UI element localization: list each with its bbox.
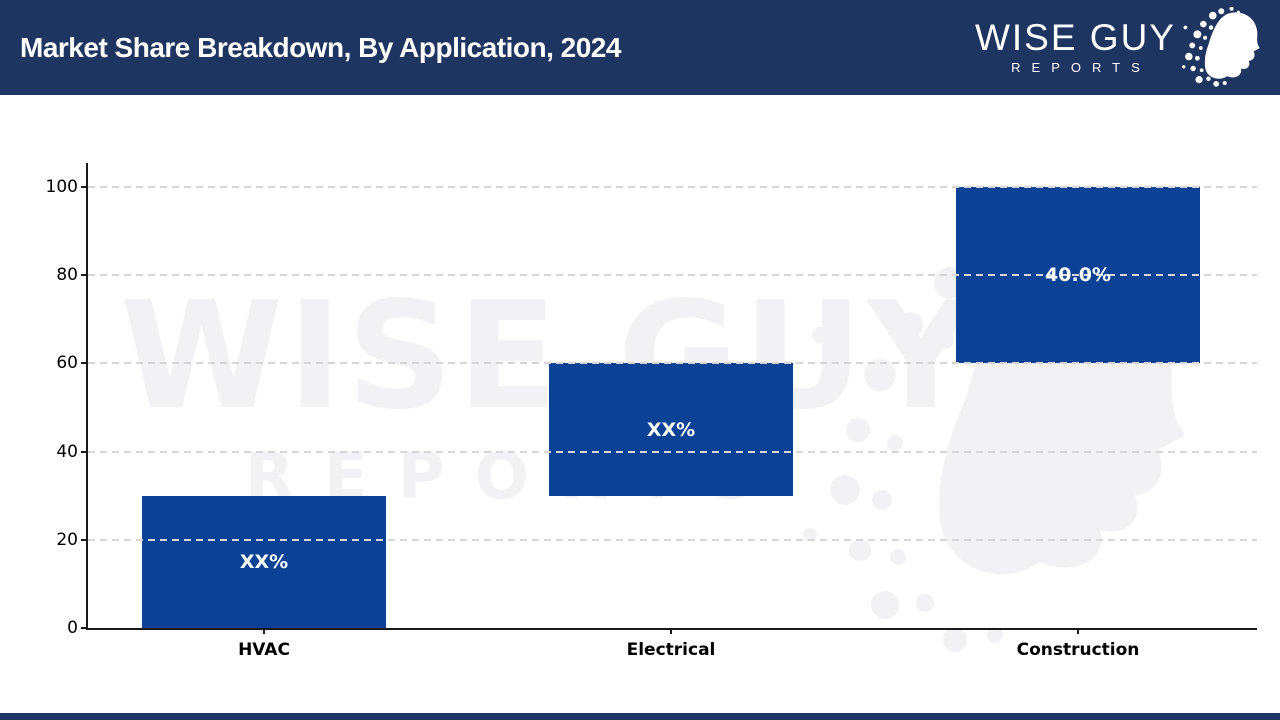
y-tick-label-40: 40 [56,441,78,462]
x-tick-label-electrical: Electrical [626,640,716,660]
gridline-20 [88,538,1257,541]
y-tick-60 [81,362,87,365]
y-tick-label-20: 20 [56,529,78,550]
chart-title: Market Share Breakdown, By Application, … [20,31,621,63]
logo-text: WISE GUY REPORTS [975,19,1176,76]
y-tick-20 [81,538,87,541]
header-banner: Market Share Breakdown, By Application, … [0,0,1280,95]
bar-chart: 0 20 40 60 80 100 XX% XX% 40.0% HVAC Electrical Con… [0,95,1280,713]
y-tick-label-0: 0 [67,618,78,638]
gridline-60 [88,362,1257,365]
x-tick-construction [1077,628,1079,634]
bar-value-label-hvac: XX% [239,550,289,573]
logo-face-icon [1182,6,1260,87]
y-tick-80 [81,274,87,277]
x-tick-label-construction: Construction [1016,640,1140,660]
logo-wordmark: WISE GUY [974,17,1176,58]
y-tick-100 [81,186,87,188]
bar-electrical [549,363,793,496]
wise-guy-reports-logo: WISE GUY REPORTS [975,0,1280,95]
footer-accent-bar [0,713,1280,720]
y-tick-label-80: 80 [56,265,78,286]
y-tick-label-60: 60 [56,353,78,374]
bar-value-label-electrical: XX% [646,418,696,441]
bar-value-label-construction: 40.0% [1045,264,1111,287]
y-tick-40 [81,450,87,453]
gridline-100 [88,186,1257,188]
x-axis-spine [86,628,1257,630]
gridline-80 [88,274,1257,277]
bar-hvac [142,495,386,628]
y-tick-0 [81,627,87,629]
x-tick-hvac [263,628,265,634]
y-axis-spine [86,163,88,630]
watermark-wordmark: WISE GUY [120,270,979,442]
x-tick-label-hvac: HVAC [238,640,290,660]
y-tick-label-100: 100 [45,177,78,197]
x-tick-electrical [670,628,672,634]
logo-subtitle: REPORTS [1011,60,1151,75]
gridline-40 [88,450,1257,453]
